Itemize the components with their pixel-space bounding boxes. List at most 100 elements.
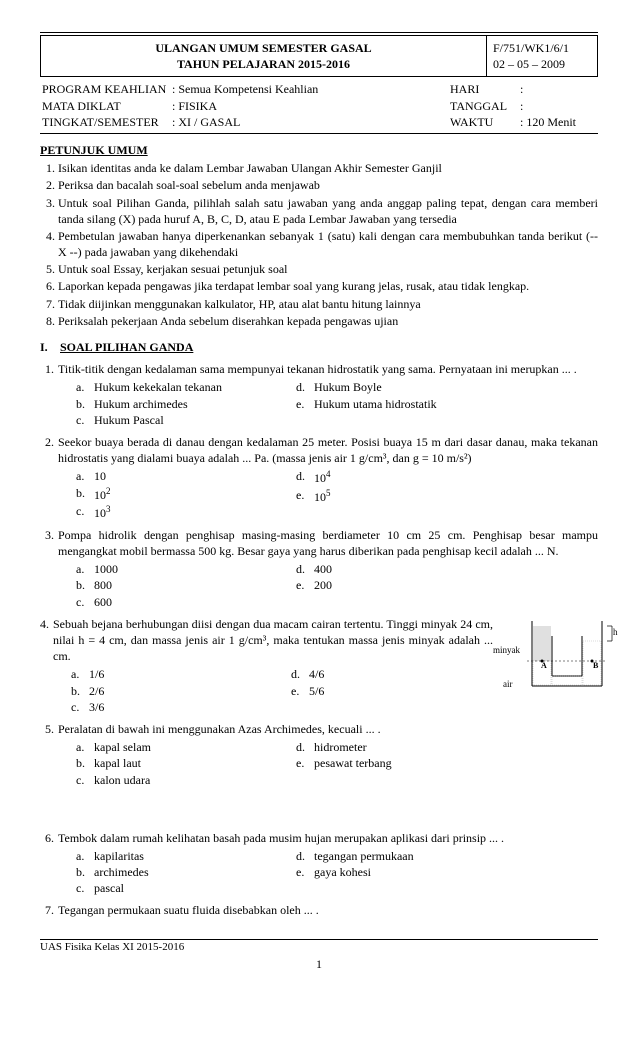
question-7: 7. Tegangan permukaan suatu fluida diseb…: [40, 902, 598, 918]
option-label: a.: [76, 561, 94, 577]
page-number: 1: [40, 956, 598, 972]
instruction-item: Laporkan kepada pengawas jika terdapat l…: [58, 278, 598, 294]
option-label: d.: [291, 666, 309, 682]
option-label: c.: [76, 503, 94, 521]
meta-waktu-label: WAKTU: [448, 114, 518, 130]
section-roman: I.: [40, 339, 60, 355]
meta-prog-value: : Semua Kompetensi Keahlian: [170, 81, 448, 97]
option-text: 1000: [94, 561, 278, 577]
option-label: e.: [296, 396, 314, 412]
option-label: a.: [76, 379, 94, 395]
question-number: 4.: [40, 616, 53, 715]
question-1: 1. Titik-titik dengan kedalaman sama mem…: [40, 361, 598, 428]
instruction-item: Periksalah pekerjaan Anda sebelum disera…: [58, 313, 598, 329]
meta-tgl-label: TANGGAL: [448, 98, 518, 114]
question-number: 7.: [40, 902, 58, 918]
meta-block: PROGRAM KEAHLIAN : Semua Kompetensi Keah…: [40, 81, 598, 130]
option-text: gaya kohesi: [314, 864, 498, 880]
option-label: a.: [76, 739, 94, 755]
fig-label-a: A: [541, 661, 547, 672]
question-number: 1.: [40, 361, 58, 428]
option-text: 103: [94, 503, 278, 521]
option-text: pesawat terbang: [314, 755, 498, 771]
option-text: kalon udara: [94, 772, 278, 788]
instruction-item: Pembetulan jawaban hanya diperkenankan s…: [58, 228, 598, 260]
option-label: a.: [76, 468, 94, 484]
option-text: 102: [94, 485, 278, 503]
option-text: 600: [94, 594, 278, 610]
question-number: 6.: [40, 830, 58, 897]
question-text: Tegangan permukaan suatu fluida disebabk…: [58, 902, 598, 918]
header-box: ULANGAN UMUM SEMESTER GASAL TAHUN PELAJA…: [40, 35, 598, 77]
question-2: 2. Seekor buaya berada di danau dengan k…: [40, 434, 598, 521]
fig-label-air: air: [503, 678, 513, 690]
option-text: 1/6: [89, 666, 273, 682]
option-label: e.: [296, 755, 314, 771]
option-text: 105: [314, 487, 498, 505]
option-label: e.: [296, 577, 314, 593]
meta-ting-label: TINGKAT/SEMESTER: [40, 114, 170, 130]
header-code-2: 02 – 05 – 2009: [493, 56, 591, 72]
option-label: c.: [76, 594, 94, 610]
question-5: 5. Peralatan di bawah ini menggunakan Az…: [40, 721, 598, 788]
option-text: Hukum kekekalan tekanan: [94, 379, 278, 395]
option-label: b.: [76, 577, 94, 593]
question-text: Sebuah bejana berhubungan diisi dengan d…: [53, 616, 493, 665]
option-text: 800: [94, 577, 278, 593]
option-text: hidrometer: [314, 739, 498, 755]
option-label: b.: [76, 396, 94, 412]
instruction-item: Untuk soal Essay, kerjakan sesuai petunj…: [58, 261, 598, 277]
instruction-item: Tidak diijinkan menggunakan kalkulator, …: [58, 296, 598, 312]
option-text: Hukum Boyle: [314, 379, 498, 395]
section-header: I. SOAL PILIHAN GANDA: [40, 339, 598, 355]
meta-waktu-value: : 120 Menit: [518, 114, 598, 130]
question-text: Pompa hidrolik dengan penghisap masing-m…: [58, 527, 598, 559]
option-label: a.: [76, 848, 94, 864]
option-label: c.: [76, 412, 94, 428]
header-title-2: TAHUN PELAJARAN 2015-2016: [47, 56, 480, 72]
option-label: a.: [71, 666, 89, 682]
option-label: b.: [76, 864, 94, 880]
option-label: d.: [296, 379, 314, 395]
option-text: kapilaritas: [94, 848, 278, 864]
option-text: 104: [314, 468, 498, 486]
option-text: kapal laut: [94, 755, 278, 771]
question-text: Peralatan di bawah ini menggunakan Azas …: [58, 721, 598, 737]
fig-label-h: h: [613, 626, 618, 638]
option-text: Hukum utama hidrostatik: [314, 396, 498, 412]
option-text: 10: [94, 468, 278, 484]
question-text: Seekor buaya berada di danau dengan keda…: [58, 434, 598, 466]
option-label: c.: [71, 699, 89, 715]
option-label: b.: [76, 755, 94, 771]
meta-prog-label: PROGRAM KEAHLIAN: [40, 81, 170, 97]
page-footer: UAS Fisika Kelas XI 2015-2016 1: [40, 939, 598, 973]
option-label: e.: [296, 487, 314, 505]
option-label: d.: [296, 468, 314, 486]
question-number: 5.: [40, 721, 58, 788]
top-rule: [40, 32, 598, 33]
meta-rule: [40, 133, 598, 134]
option-text: pascal: [94, 880, 278, 896]
option-text: Hukum archimedes: [94, 396, 278, 412]
fig-label-b: B: [593, 661, 598, 672]
question-text: Tembok dalam rumah kelihatan basah pada …: [58, 830, 598, 846]
meta-ting-value: : XI / GASAL: [170, 114, 448, 130]
option-text: 400: [314, 561, 498, 577]
instruction-item: Isikan identitas anda ke dalam Lembar Ja…: [58, 160, 598, 176]
header-code-cell: F/751/WK1/6/1 02 – 05 – 2009: [487, 36, 597, 76]
option-text: 3/6: [89, 699, 273, 715]
option-label: d.: [296, 561, 314, 577]
option-label: d.: [296, 739, 314, 755]
meta-tgl-value: :: [518, 98, 598, 114]
option-label: e.: [296, 864, 314, 880]
fig-label-minyak: minyak: [493, 644, 520, 656]
option-text: 4/6: [309, 666, 493, 682]
option-label: e.: [291, 683, 309, 699]
option-text: tegangan permukaan: [314, 848, 498, 864]
question-4: 4. Sebuah bejana berhubungan diisi denga…: [40, 616, 598, 715]
meta-hari-value: :: [518, 81, 598, 97]
instruction-item: Periksa dan bacalah soal-soal sebelum an…: [58, 177, 598, 193]
meta-mata-label: MATA DIKLAT: [40, 98, 170, 114]
question-6: 6. Tembok dalam rumah kelihatan basah pa…: [40, 830, 598, 897]
option-label: b.: [76, 485, 94, 503]
